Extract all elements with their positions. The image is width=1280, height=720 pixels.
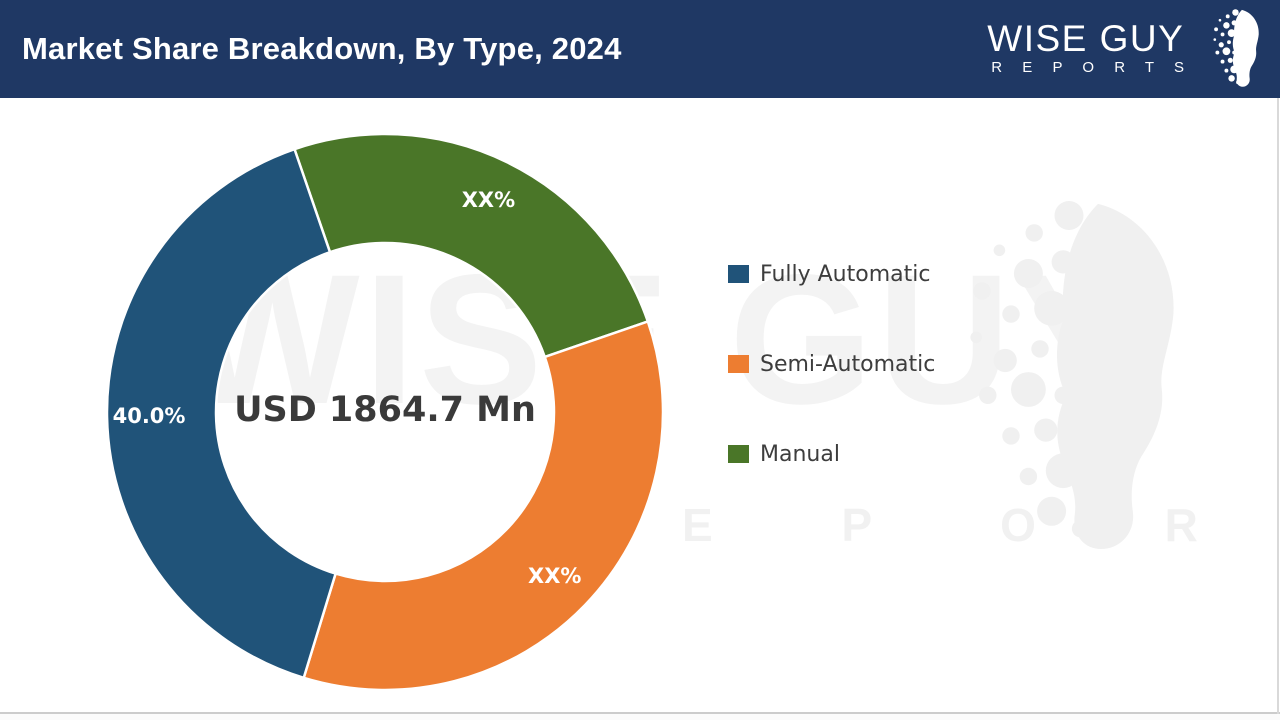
header: Market Share Breakdown, By Type, 2024 WI…	[0, 0, 1280, 98]
segment-label-manual: XX%	[461, 187, 516, 212]
legend-swatch-fully-automatic	[728, 265, 749, 283]
segment-label-semi-automatic: XX%	[528, 563, 582, 588]
legend-swatch-manual	[728, 445, 749, 463]
watermark-text: WISE GUY	[185, 237, 1143, 443]
center-value: USD 1864.7 Mn	[234, 390, 536, 430]
watermark-head-icon	[970, 201, 1174, 549]
legend-item-manual: Manual	[728, 441, 935, 467]
wise-guy-logo: WISE GUY R E P O R T S	[987, 6, 1262, 90]
logo-text: WISE GUY R E P O R T S	[987, 17, 1192, 77]
segment-label-fully-automatic: 40.0%	[112, 404, 186, 429]
donut-segment-manual	[293, 132, 650, 359]
right-edge-line	[1277, 98, 1279, 714]
footer-strip	[0, 712, 1280, 720]
legend-swatch-semi-automatic	[728, 355, 749, 373]
legend-label: Semi-Automatic	[760, 351, 936, 377]
logo-reports-text: R E P O R T S	[991, 59, 1192, 77]
legend-label: Manual	[760, 441, 840, 467]
page-title: Market Share Breakdown, By Type, 2024	[22, 31, 622, 66]
logo-wordmark: WISE GUY	[987, 17, 1185, 59]
logo-head-icon	[1213, 9, 1259, 87]
legend-label: Fully Automatic	[760, 261, 931, 287]
legend-item-semi-automatic: Semi-Automatic	[728, 351, 936, 377]
legend: Fully Automatic Semi-Automatic Manual	[728, 261, 936, 533]
legend-item-fully-automatic: Fully Automatic	[728, 261, 935, 287]
donut-segment-fully-automatic	[105, 147, 337, 680]
donut-segment-semi-automatic	[302, 320, 665, 692]
